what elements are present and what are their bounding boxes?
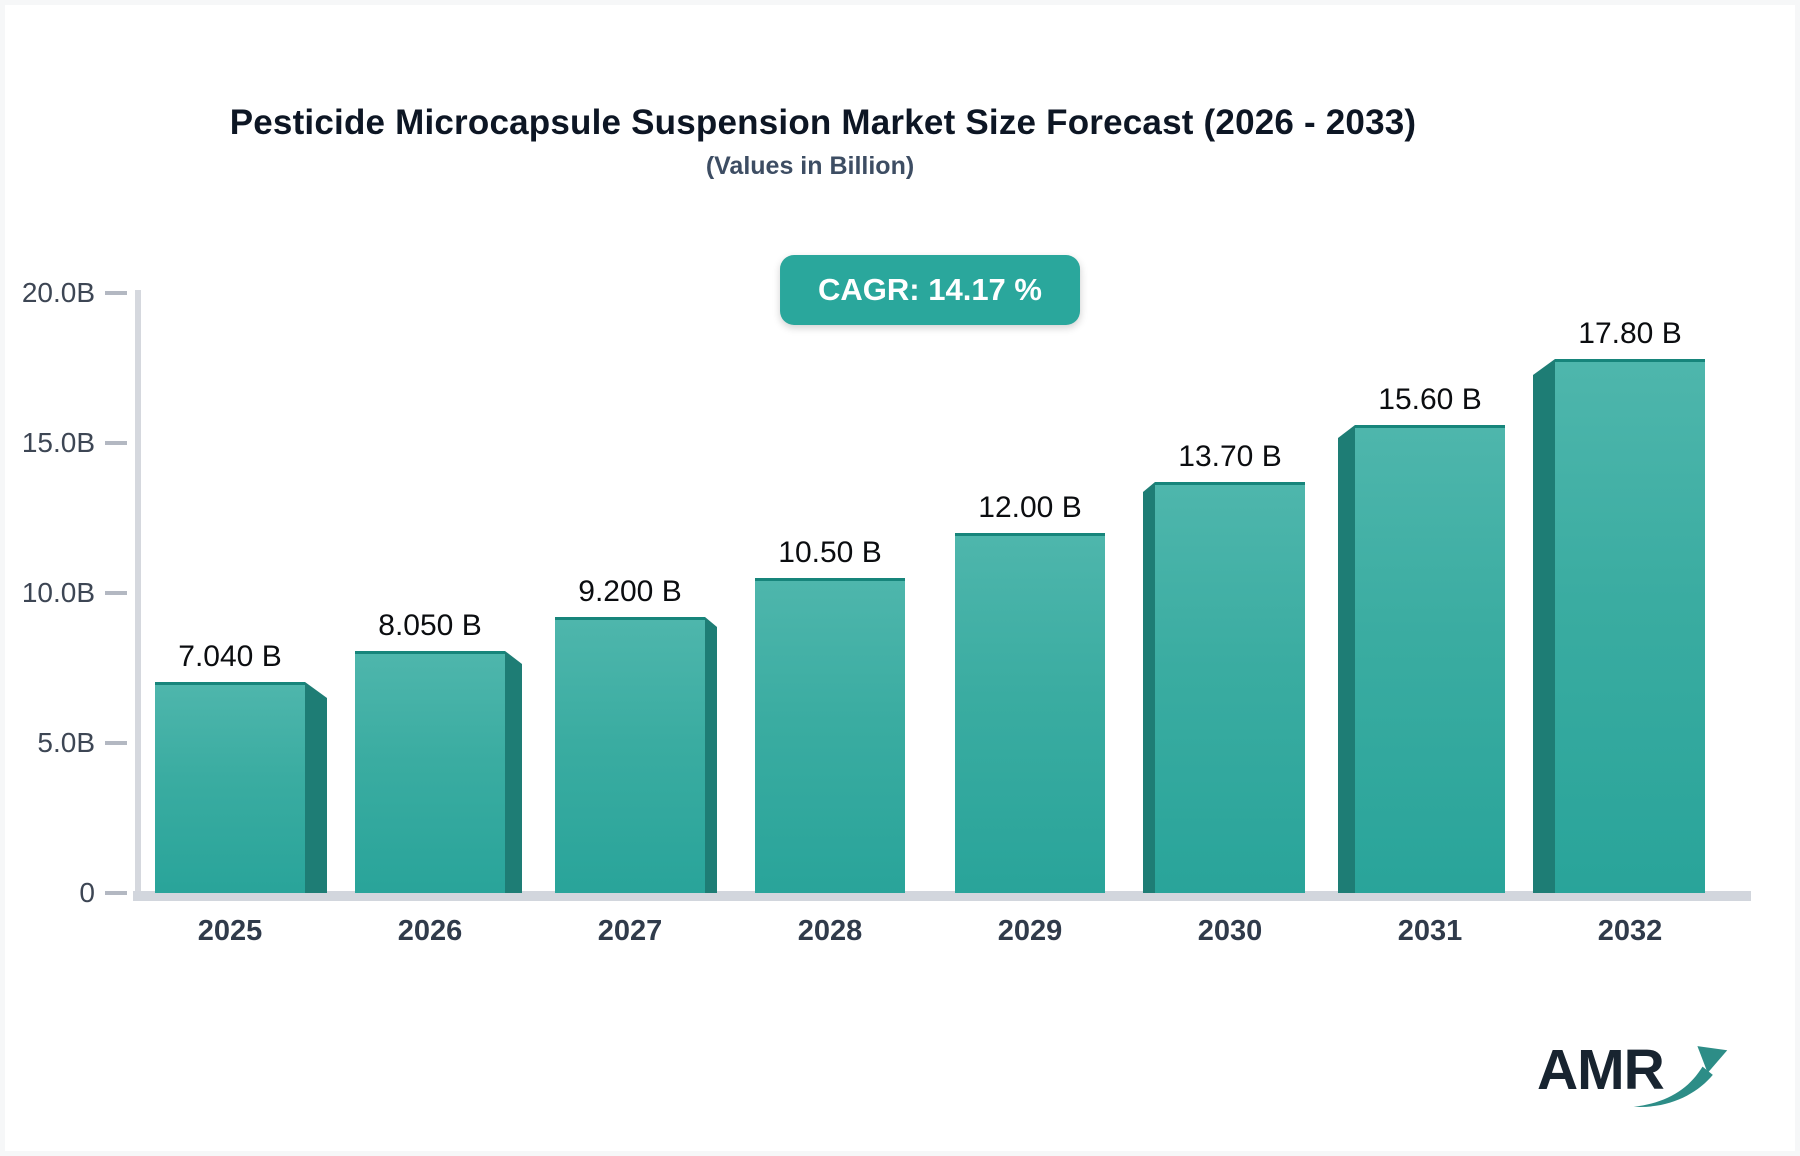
amr-logo-text: AMR [1537, 1038, 1665, 1102]
y-tick-mark [105, 891, 127, 895]
bar-value-label-2025: 7.040 B [178, 640, 282, 673]
y-tick-mark [105, 291, 127, 295]
bar-2031 [1355, 425, 1505, 893]
y-tick-mark [105, 741, 127, 745]
y-tick-mark [105, 441, 127, 445]
y-axis-line [135, 290, 141, 900]
bar-2032 [1555, 359, 1705, 893]
bar-side-face-2032 [1533, 359, 1555, 893]
bar-2030 [1155, 482, 1305, 893]
x-axis-baseline [133, 891, 1751, 901]
growth-arrow-icon [1633, 1046, 1728, 1107]
bar-2025 [155, 682, 305, 893]
chart-subtitle: (Values in Billion) [705, 152, 915, 180]
bar-value-label-2031: 15.60 B [1378, 383, 1482, 416]
x-axis-label-2031: 2031 [1397, 915, 1463, 947]
bar-2028 [755, 578, 905, 893]
bar-value-label-2030: 13.70 B [1178, 440, 1282, 473]
bar-value-label-2028: 10.50 B [778, 536, 882, 569]
x-axis-label-2029: 2029 [997, 915, 1063, 947]
amr-logo: AMR [1537, 1037, 1747, 1117]
bar-2026 [355, 651, 505, 893]
x-axis-label-2025: 2025 [197, 915, 263, 947]
y-tick-label-15.0B: 15.0B [21, 427, 95, 458]
bar-value-label-2026: 8.050 B [378, 609, 482, 642]
y-tick-label-20.0B: 20.0B [21, 277, 95, 308]
x-axis-label-2032: 2032 [1597, 915, 1663, 947]
bar-2027 [555, 617, 705, 893]
bar-side-face-2030 [1143, 482, 1155, 893]
y-tick-label-5.0B: 5.0B [37, 727, 95, 758]
bar-side-face-2026 [505, 651, 522, 893]
bar-side-face-2025 [305, 682, 327, 893]
cagr-badge: CAGR: 14.17 % [780, 255, 1080, 325]
y-tick-label-0: 0 [79, 877, 95, 908]
bar-value-label-2027: 9.200 B [578, 575, 682, 608]
x-axis-label-2027: 2027 [597, 915, 663, 947]
bar-side-face-2031 [1338, 425, 1355, 893]
y-tick-mark [105, 591, 127, 595]
bar-value-label-2029: 12.00 B [978, 491, 1082, 524]
bar-value-label-2032: 17.80 B [1578, 317, 1682, 350]
x-axis-label-2030: 2030 [1197, 915, 1263, 947]
x-axis-label-2028: 2028 [797, 915, 863, 947]
bar-side-face-2027 [705, 617, 717, 893]
x-axis-label-2026: 2026 [397, 915, 463, 947]
bar-2029 [955, 533, 1105, 893]
chart-title: Pesticide Microcapsule Suspension Market… [229, 103, 1417, 142]
y-tick-label-10.0B: 10.0B [21, 577, 95, 608]
